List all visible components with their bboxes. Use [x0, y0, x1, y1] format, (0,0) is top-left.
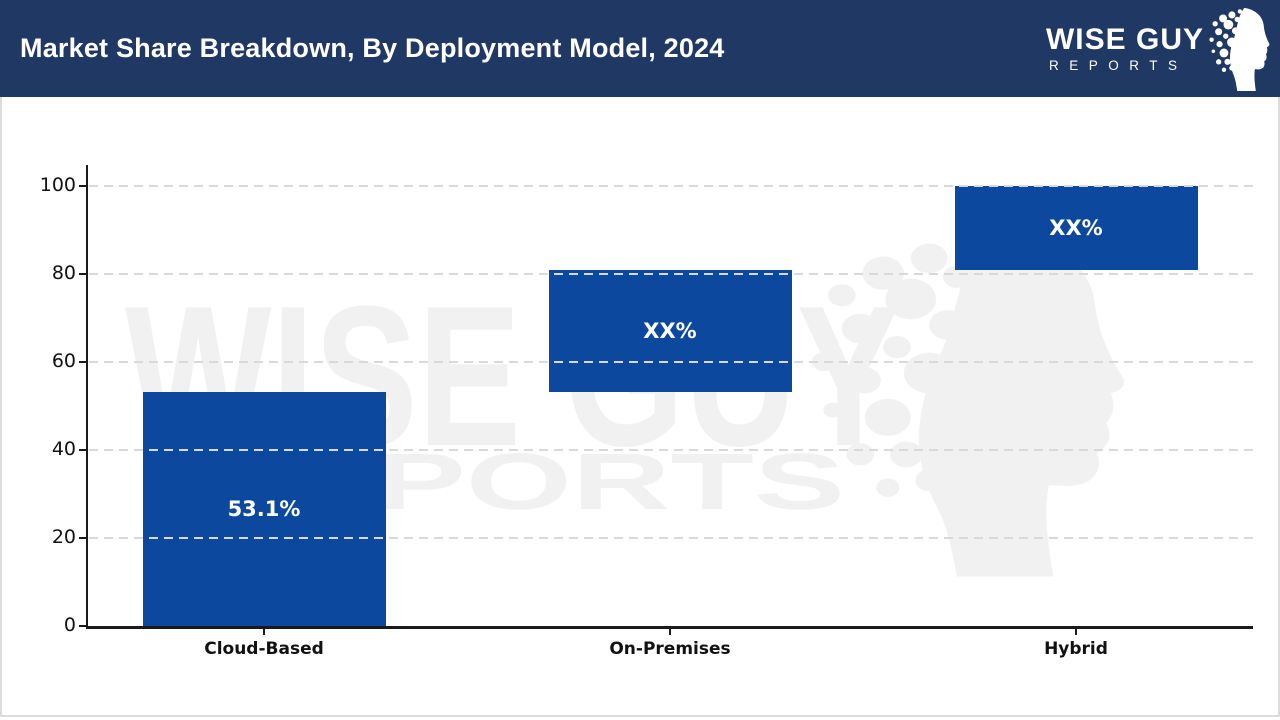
x-tick-mark: [1075, 628, 1077, 635]
gridline-20: [89, 537, 1253, 539]
bar-value-label: 53.1%: [227, 497, 301, 522]
bar-value-label: XX%: [1049, 215, 1103, 240]
y-tick-label: 40: [51, 438, 76, 460]
y-tick-mark: [79, 361, 88, 363]
x-tick-mark: [669, 628, 671, 635]
x-category-label: Hybrid: [1044, 639, 1108, 659]
logo-wordmark: WISE GUY: [1045, 23, 1204, 57]
logo-text: WISE GUY REPORTS: [1046, 25, 1204, 73]
wiseguy-logo: WISE GUY REPORTS: [1046, 4, 1270, 94]
gridline-100: [89, 185, 1253, 187]
x-tick-mark: [263, 628, 265, 635]
x-axis-spine: [86, 626, 1253, 629]
chart-title: Market Share Breakdown, By Deployment Mo…: [20, 33, 725, 63]
y-tick-mark: [79, 537, 88, 539]
logo-subtext: REPORTS: [1048, 58, 1188, 74]
y-tick-mark: [79, 185, 88, 187]
x-category-label: On-Premises: [609, 639, 731, 659]
bar-cloud-based: 53.1%: [142, 392, 386, 626]
gridline-60: [89, 361, 1253, 363]
y-tick-label: 60: [51, 350, 76, 372]
y-tick-label: 20: [51, 526, 76, 548]
y-tick-mark: [79, 273, 88, 275]
x-category-label: Cloud-Based: [204, 639, 324, 659]
gridline-40: [89, 449, 1253, 451]
y-tick-label: 0: [63, 614, 76, 636]
header-bar: Market Share Breakdown, By Deployment Mo…: [0, 0, 1280, 97]
bar-hybrid: XX%: [954, 186, 1198, 270]
chart-canvas: WISE GUY REPORTS 0 20 40 60 80 100 53.1% XX% XX%…: [0, 97, 1280, 720]
bar-on-premises: XX%: [548, 269, 792, 393]
y-tick-label: 80: [51, 262, 76, 284]
y-tick-label: 100: [39, 174, 76, 196]
watermark-head-icon: [811, 228, 1125, 577]
gridline-80: [89, 273, 1253, 275]
bar-value-label: XX%: [643, 318, 697, 343]
y-tick-mark: [79, 449, 88, 451]
y-axis-spine: [86, 165, 88, 629]
dotted-head-icon: [1209, 7, 1270, 91]
y-tick-mark: [79, 625, 88, 627]
